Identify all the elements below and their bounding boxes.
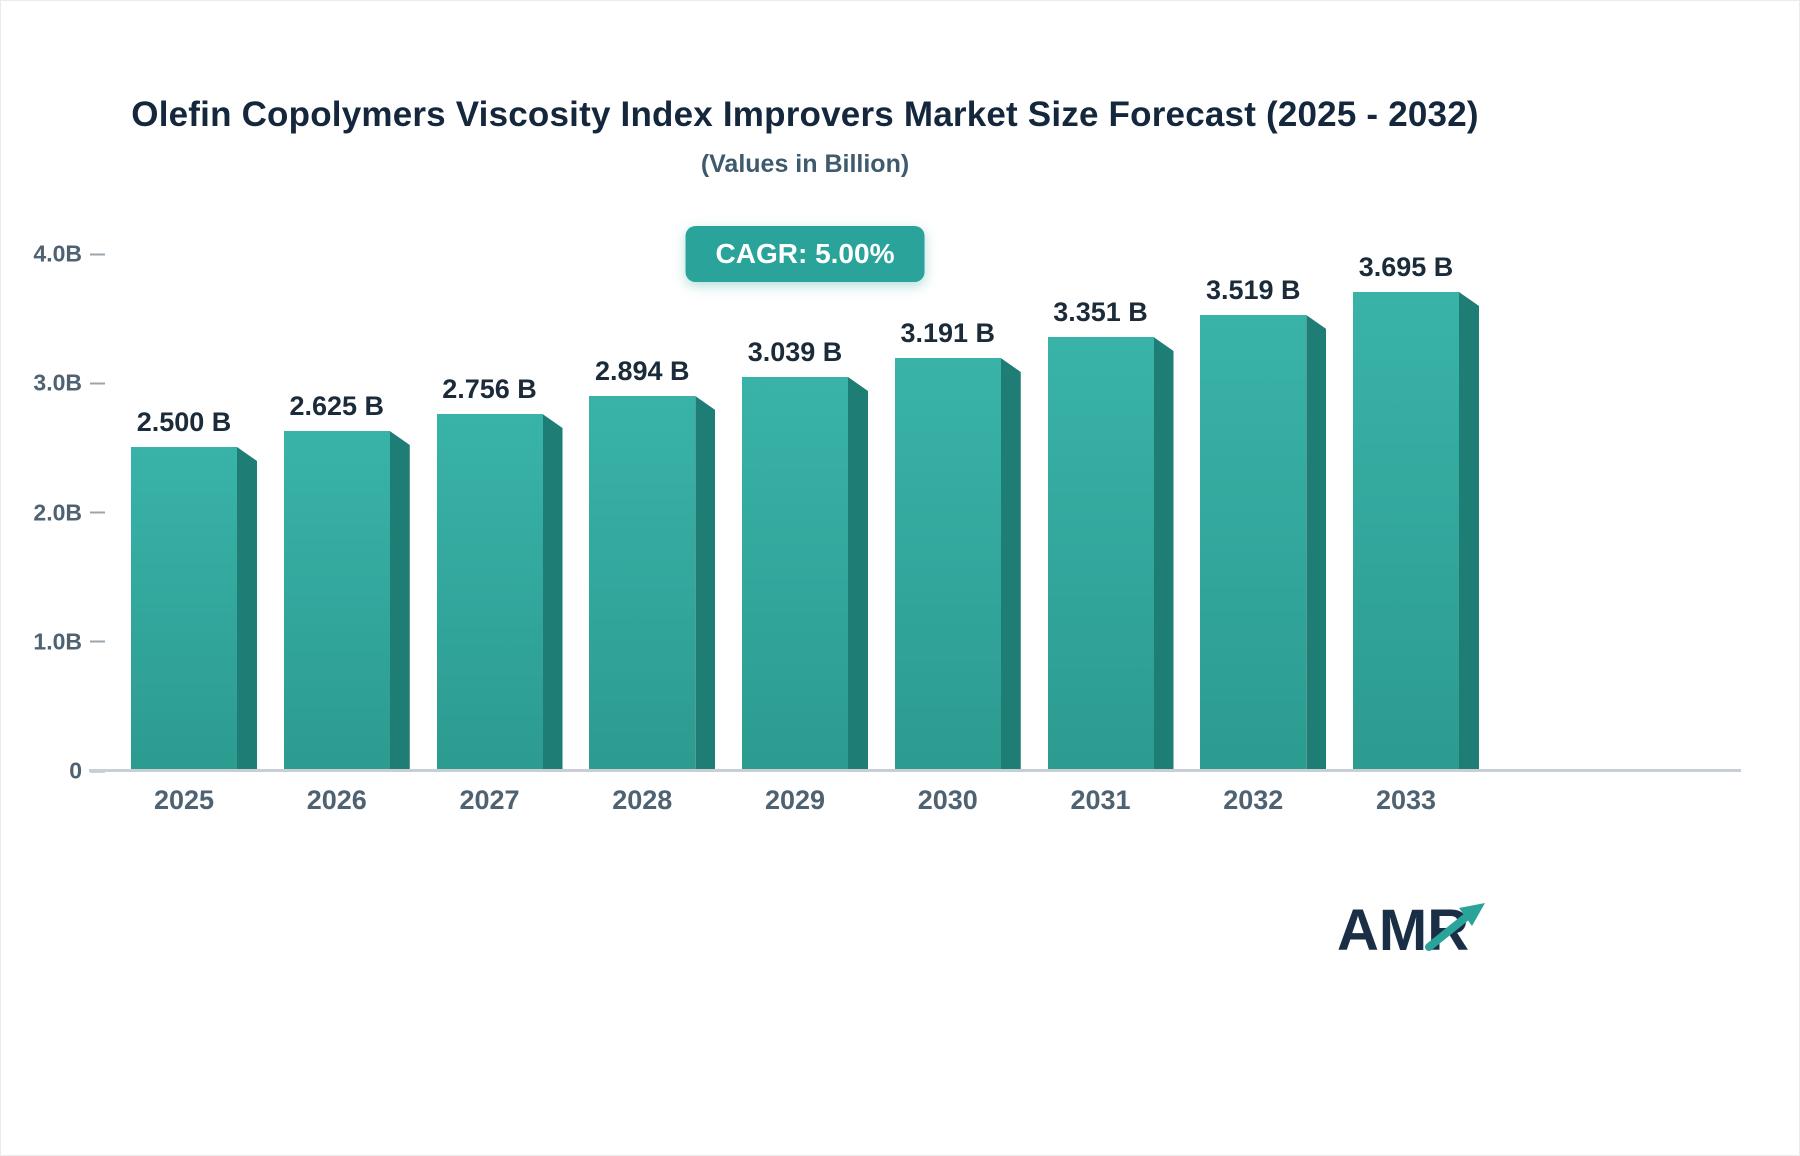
x-axis-label: 2025 xyxy=(153,785,215,815)
y-tick-label: 4.0B xyxy=(33,240,82,267)
bar-front xyxy=(742,377,848,770)
bar xyxy=(436,414,563,770)
y-tick-label: 0 xyxy=(69,757,82,784)
bar-front xyxy=(283,431,390,770)
y-tick-mark xyxy=(90,253,105,255)
bar-value-label: 3.695 B xyxy=(1358,252,1454,282)
bar-group: 2.500 B xyxy=(131,407,257,770)
amr-logo-inner: AMR xyxy=(1337,897,1486,964)
bar-group: 3.039 B xyxy=(742,337,868,770)
x-axis-label: 2032 xyxy=(1223,785,1284,815)
y-tick: 2.0B xyxy=(33,499,105,526)
y-tick-label: 2.0B xyxy=(33,499,82,525)
bar-side xyxy=(389,431,410,770)
y-tick: 1.0B xyxy=(33,628,105,655)
x-axis-label: 2030 xyxy=(917,785,978,815)
bar-value-label: 2.500 B xyxy=(136,407,232,437)
bar-front xyxy=(1353,292,1459,770)
bar-group: 3.519 B xyxy=(1200,275,1327,770)
y-axis: 0 1.0B 2.0B 3.0B 4.0B xyxy=(1,241,105,784)
bar-side xyxy=(1000,358,1021,770)
bar xyxy=(894,358,1021,770)
bar xyxy=(589,396,716,770)
x-axis-label: 2026 xyxy=(306,785,367,815)
bar-side xyxy=(1459,292,1479,770)
bar-side xyxy=(542,414,563,770)
bar-value-label: 2.756 B xyxy=(442,374,537,404)
bar-side xyxy=(848,377,868,770)
bar-front xyxy=(131,447,237,770)
bar-side xyxy=(695,396,716,770)
bar-value-label: 3.039 B xyxy=(747,337,843,367)
y-tick-label: 3.0B xyxy=(33,369,82,396)
bars-row: 2.500 B 2.625 B 2.756 B 2.894 B 3.039 B 3.191… xyxy=(131,252,1479,770)
bar-group: 3.191 B xyxy=(894,318,1021,770)
x-axis-line xyxy=(89,769,1741,772)
bar xyxy=(131,447,257,770)
bar-group: 2.625 B xyxy=(283,391,410,770)
bar-side xyxy=(1153,337,1174,770)
bar-front xyxy=(589,396,696,770)
bar-value-label: 2.894 B xyxy=(594,356,690,386)
cagr-badge: CAGR: 5.00% xyxy=(685,226,925,282)
bar-group: 3.351 B xyxy=(1047,297,1174,770)
y-tick-label: 1.0B xyxy=(33,628,82,655)
bar-front xyxy=(436,414,543,770)
bar-value-label: 3.351 B xyxy=(1053,297,1148,327)
bar xyxy=(1047,337,1174,770)
bar-group: 2.894 B xyxy=(589,356,716,770)
y-tick: 4.0B xyxy=(33,241,105,268)
x-axis-label: 2031 xyxy=(1070,785,1131,815)
bar-value-label: 3.519 B xyxy=(1205,275,1301,305)
plot-area: 2.500 B 2.625 B 2.756 B 2.894 B 3.039 B 3.191… xyxy=(89,252,1741,772)
x-axis: 2025 2026 2027 2028 2029 2030 2031 2032 2033 xyxy=(131,785,1479,816)
amr-logo-arrow-icon xyxy=(1425,903,1486,951)
bar-side xyxy=(1306,315,1327,770)
bar-front xyxy=(1047,337,1154,770)
y-tick-mark xyxy=(90,640,105,643)
bar xyxy=(283,431,410,770)
bar-side xyxy=(237,447,257,770)
bar-group: 3.695 B xyxy=(1353,252,1479,770)
bar-group: 2.756 B xyxy=(436,374,563,770)
bar-value-label: 2.625 B xyxy=(289,391,385,421)
amr-logo: AMR xyxy=(1337,897,1486,964)
bar xyxy=(742,377,868,770)
bar-value-label: 3.191 B xyxy=(900,318,996,348)
y-tick: 3.0B xyxy=(33,370,105,397)
bar xyxy=(1353,292,1479,770)
x-axis-label: 2033 xyxy=(1375,785,1437,815)
bar xyxy=(1200,315,1327,770)
bar-front xyxy=(1200,315,1307,770)
y-tick-mark xyxy=(90,382,105,385)
bar-front xyxy=(894,358,1001,770)
x-axis-label: 2027 xyxy=(459,785,520,815)
chart-title: Olefin Copolymers Viscosity Index Improv… xyxy=(131,95,1479,134)
x-axis-label: 2028 xyxy=(612,785,673,815)
y-tick-mark xyxy=(90,511,105,514)
chart-subtitle: (Values in Billion) xyxy=(700,150,910,178)
x-axis-label: 2029 xyxy=(764,785,826,815)
